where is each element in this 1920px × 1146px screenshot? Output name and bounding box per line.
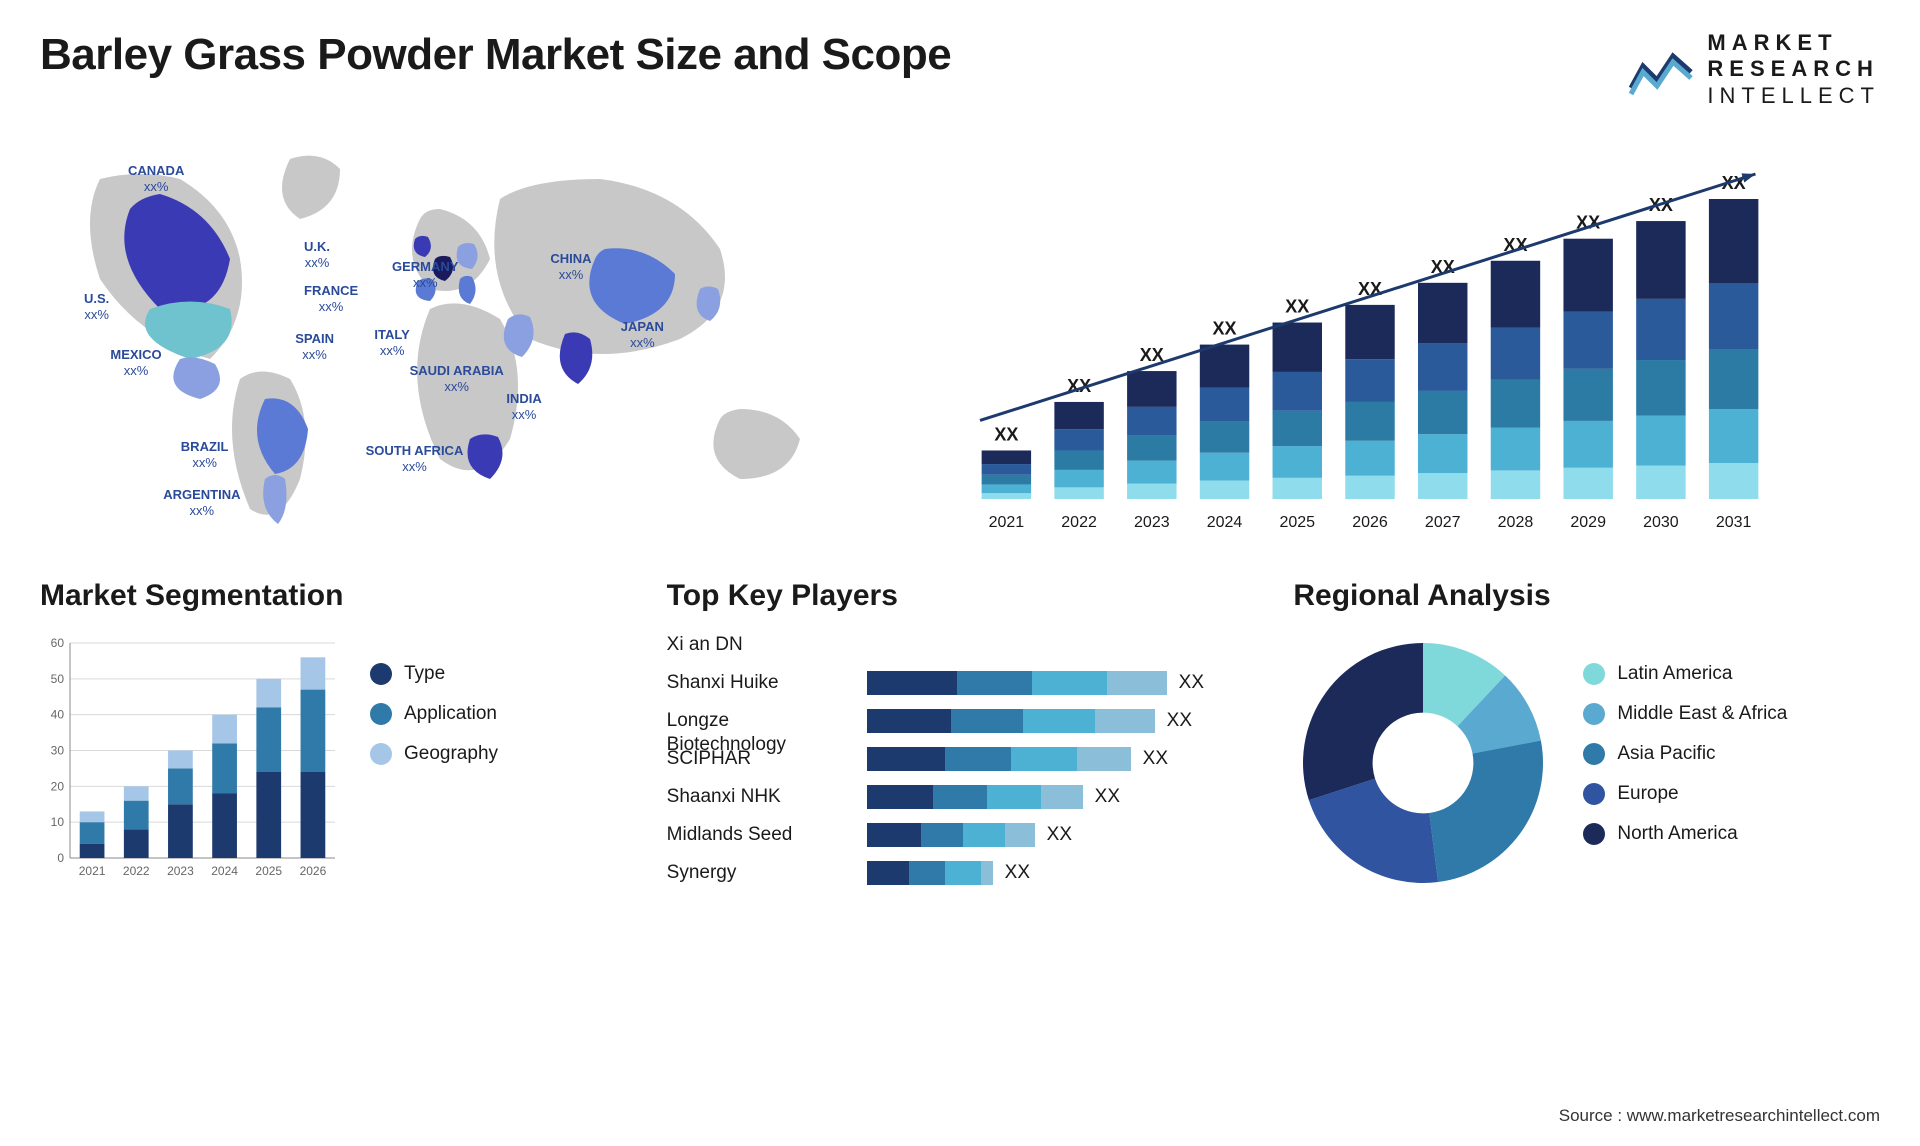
svg-text:2024: 2024 <box>1207 514 1243 531</box>
players-bars-chart: XX XX XX XX XX XX <box>867 633 1254 885</box>
player-value: XX <box>1005 862 1030 884</box>
source-attribution: Source : www.marketresearchintellect.com <box>1559 1106 1880 1126</box>
segmentation-legend: Type Application Geography <box>370 633 498 883</box>
player-bar-row <box>867 633 1254 657</box>
player-bar-row: XX <box>867 709 1254 733</box>
regional-legend-item: Asia Pacific <box>1583 743 1880 765</box>
regional-legend: Latin America Middle East & Africa Asia Pa… <box>1583 663 1880 863</box>
map-country-label: FRANCExx% <box>304 283 358 314</box>
svg-text:2026: 2026 <box>1352 514 1388 531</box>
segmentation-title: Market Segmentation <box>40 579 627 613</box>
world-map-chart: CANADAxx% U.S.xx%MEXICOxx% BRAZILxx% ARGENT… <box>40 139 920 539</box>
regional-legend-item: Middle East & Africa <box>1583 703 1880 725</box>
map-country-label: INDIAxx% <box>506 391 541 422</box>
map-country-label: GERMANYxx% <box>392 259 458 290</box>
player-value: XX <box>1143 748 1168 770</box>
svg-text:XX: XX <box>994 425 1018 445</box>
player-bar-row: XX <box>867 747 1254 771</box>
logo-icon <box>1627 42 1697 98</box>
svg-text:40: 40 <box>51 708 65 722</box>
svg-text:2026: 2026 <box>300 864 327 878</box>
svg-text:2022: 2022 <box>123 864 150 878</box>
player-value: XX <box>1047 824 1072 846</box>
regional-legend-item: North America <box>1583 823 1880 845</box>
player-name: Shanxi Huike <box>667 671 847 695</box>
svg-text:2021: 2021 <box>989 514 1025 531</box>
map-country-label: ITALYxx% <box>374 327 409 358</box>
svg-text:50: 50 <box>51 672 65 686</box>
svg-text:XX: XX <box>1213 319 1237 339</box>
svg-text:0: 0 <box>57 851 64 865</box>
svg-text:2028: 2028 <box>1498 514 1534 531</box>
svg-text:2031: 2031 <box>1716 514 1752 531</box>
player-name: Midlands Seed <box>667 823 847 847</box>
svg-text:2023: 2023 <box>1134 514 1170 531</box>
player-bar-row: XX <box>867 785 1254 809</box>
page-title: Barley Grass Powder Market Size and Scop… <box>40 30 951 80</box>
player-value: XX <box>1095 786 1120 808</box>
segmentation-legend-item: Geography <box>370 743 498 765</box>
logo-text: MARKET RESEARCH INTELLECT <box>1707 30 1880 109</box>
player-name: Longze Biotechnology <box>667 709 847 733</box>
regional-panel: Regional Analysis Latin America Middle Ea… <box>1293 579 1880 893</box>
map-country-label: BRAZILxx% <box>181 439 229 470</box>
player-name: SCIPHAR <box>667 747 847 771</box>
svg-text:2023: 2023 <box>167 864 194 878</box>
segmentation-legend-item: Application <box>370 703 498 725</box>
map-country-label: U.S.xx% <box>84 291 109 322</box>
svg-text:20: 20 <box>51 780 65 794</box>
svg-text:2025: 2025 <box>1279 514 1315 531</box>
regional-title: Regional Analysis <box>1293 579 1880 613</box>
svg-text:2024: 2024 <box>211 864 238 878</box>
player-name: Xi an DN <box>667 633 847 657</box>
map-country-label: MEXICOxx% <box>110 347 161 378</box>
players-panel: Top Key Players Xi an DN Shanxi Huike Long… <box>667 579 1254 893</box>
segmentation-panel: Market Segmentation 0 10 20 30 40 50 60 2021 202… <box>40 579 627 893</box>
map-country-label: CANADAxx% <box>128 163 184 194</box>
svg-text:2030: 2030 <box>1643 514 1679 531</box>
svg-text:60: 60 <box>51 636 65 650</box>
svg-text:2027: 2027 <box>1425 514 1461 531</box>
forecast-bar-chart: XX2021XX2022XX2023XX2024XX2025XX2026XX20… <box>960 139 1880 539</box>
brand-logo: MARKET RESEARCH INTELLECT <box>1627 30 1880 109</box>
player-bar-row: XX <box>867 823 1254 847</box>
regional-legend-item: Europe <box>1583 783 1880 805</box>
player-name: Shaanxi NHK <box>667 785 847 809</box>
player-value: XX <box>1167 710 1192 732</box>
player-bar-row: XX <box>867 861 1254 885</box>
map-country-label: SOUTH AFRICAxx% <box>366 443 464 474</box>
map-country-label: SPAINxx% <box>295 331 334 362</box>
svg-text:2021: 2021 <box>79 864 106 878</box>
svg-text:XX: XX <box>1285 297 1309 317</box>
regional-donut-chart <box>1293 633 1553 893</box>
players-labels: Xi an DN Shanxi Huike Longze Biotechnology… <box>667 633 847 885</box>
segmentation-legend-item: Type <box>370 663 498 685</box>
player-value: XX <box>1179 672 1204 694</box>
regional-legend-item: Latin America <box>1583 663 1880 685</box>
map-country-label: ARGENTINAxx% <box>163 487 240 518</box>
player-bar-row: XX <box>867 671 1254 695</box>
svg-text:2022: 2022 <box>1061 514 1097 531</box>
svg-text:2029: 2029 <box>1570 514 1606 531</box>
map-country-label: JAPANxx% <box>621 319 664 350</box>
svg-text:10: 10 <box>51 815 65 829</box>
map-country-label: U.K.xx% <box>304 239 330 270</box>
svg-text:30: 30 <box>51 744 65 758</box>
map-country-label: SAUDI ARABIAxx% <box>410 363 504 394</box>
players-title: Top Key Players <box>667 579 1254 613</box>
player-name: Synergy <box>667 861 847 885</box>
segmentation-bar-chart: 0 10 20 30 40 50 60 2021 2022 2023 2024 2025 2026 <box>40 633 340 883</box>
svg-text:2025: 2025 <box>255 864 282 878</box>
map-country-label: CHINAxx% <box>550 251 591 282</box>
